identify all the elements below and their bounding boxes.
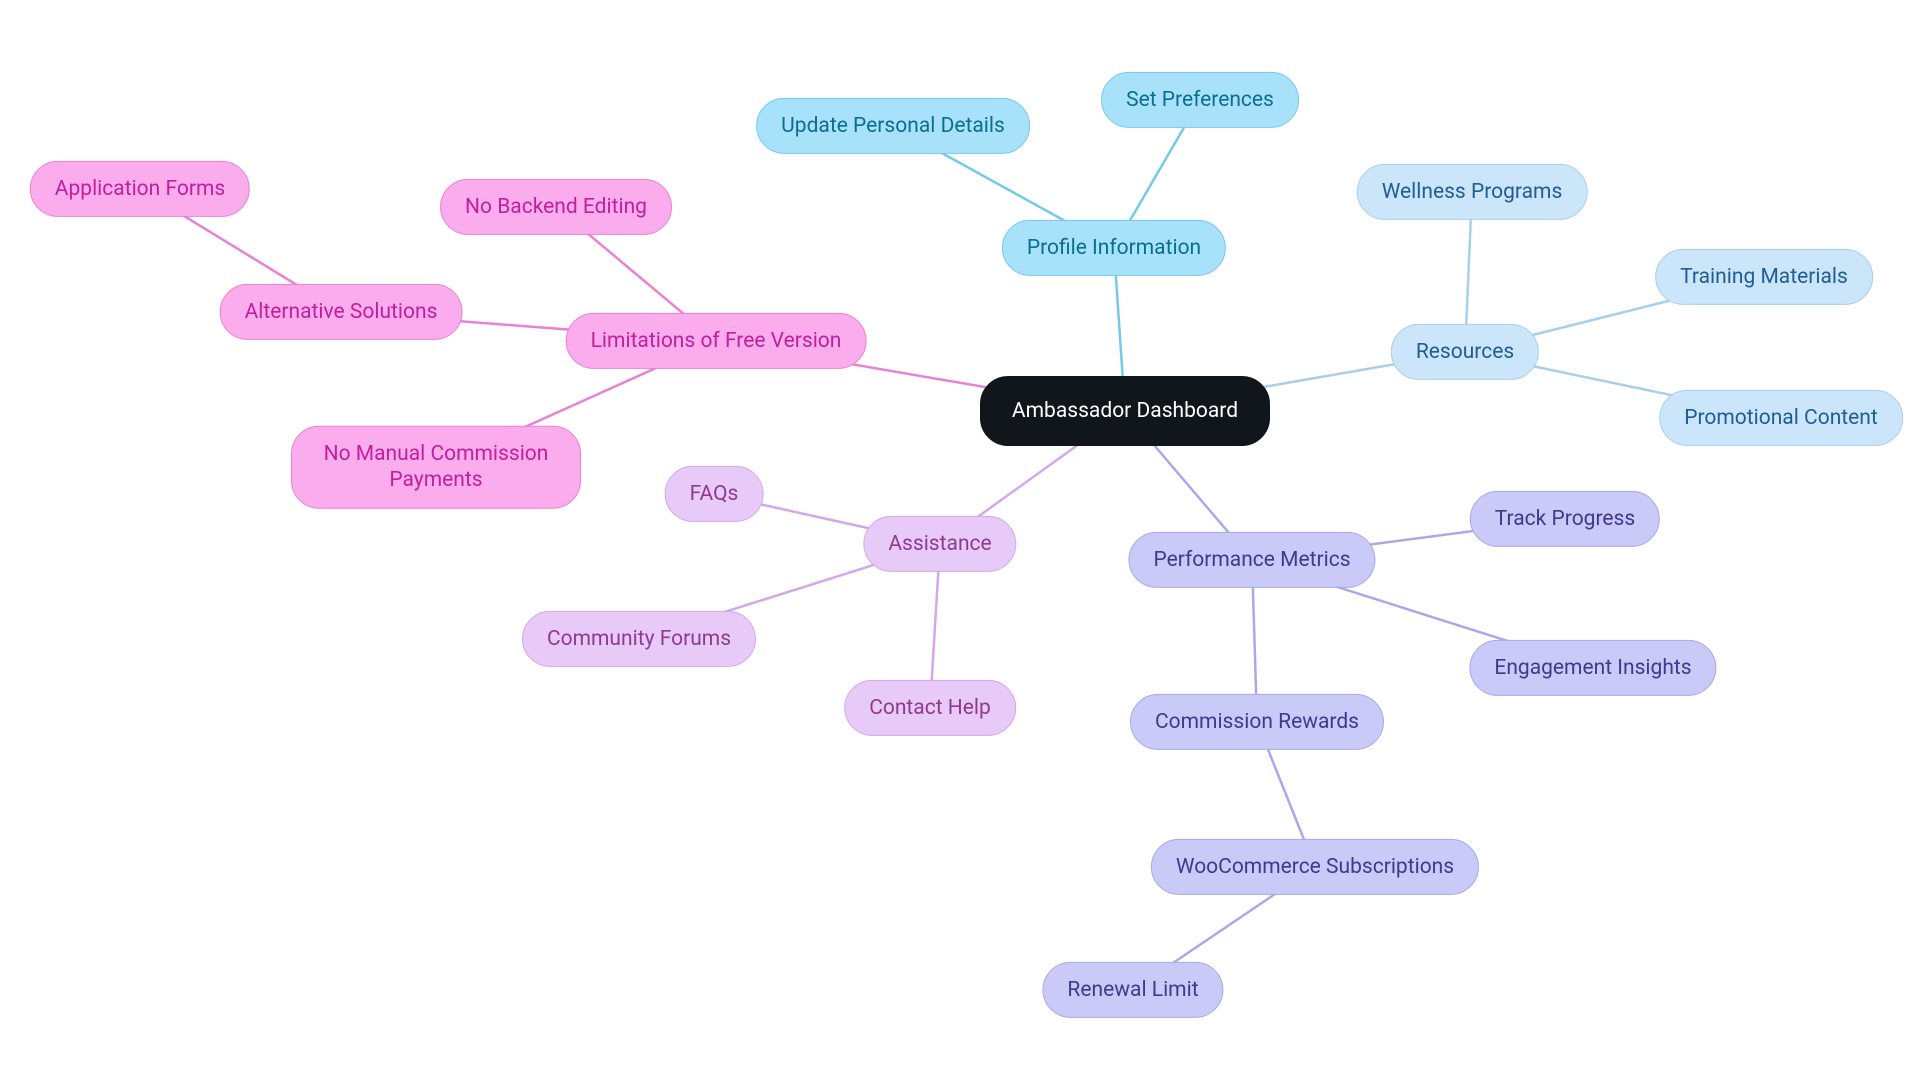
node-wellness[interactable]: Wellness Programs (1357, 164, 1588, 220)
node-forms[interactable]: Application Forms (30, 161, 250, 217)
node-promo[interactable]: Promotional Content (1659, 390, 1903, 446)
node-performance[interactable]: Performance Metrics (1128, 532, 1375, 588)
node-track[interactable]: Track Progress (1470, 491, 1660, 547)
node-profile[interactable]: Profile Information (1002, 220, 1226, 276)
node-commission[interactable]: Commission Rewards (1130, 694, 1384, 750)
node-set_prefs[interactable]: Set Preferences (1101, 72, 1299, 128)
node-update_details[interactable]: Update Personal Details (756, 98, 1030, 154)
node-training[interactable]: Training Materials (1655, 249, 1873, 305)
node-resources[interactable]: Resources (1391, 324, 1539, 380)
node-alternative[interactable]: Alternative Solutions (220, 284, 463, 340)
node-renewal[interactable]: Renewal Limit (1042, 962, 1223, 1018)
node-forums[interactable]: Community Forums (522, 611, 756, 667)
node-no_backend[interactable]: No Backend Editing (440, 179, 672, 235)
node-engagement[interactable]: Engagement Insights (1469, 640, 1716, 696)
node-assistance[interactable]: Assistance (863, 516, 1016, 572)
node-limitations[interactable]: Limitations of Free Version (566, 313, 867, 369)
node-root[interactable]: Ambassador Dashboard (980, 376, 1270, 446)
node-faqs[interactable]: FAQs (665, 466, 764, 522)
node-contact[interactable]: Contact Help (844, 680, 1016, 736)
node-woo[interactable]: WooCommerce Subscriptions (1151, 839, 1479, 895)
node-no_manual[interactable]: No Manual Commission Payments (291, 426, 581, 509)
